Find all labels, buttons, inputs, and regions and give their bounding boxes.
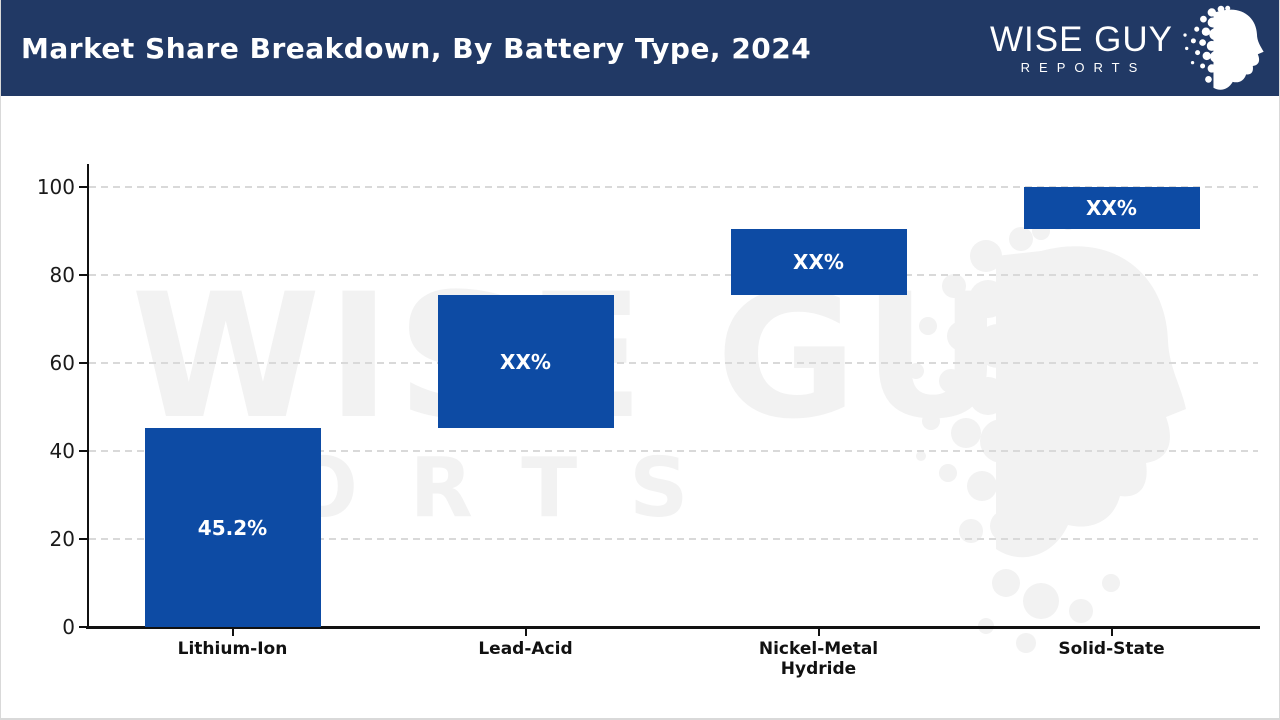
x-category-label: Nickel-Metal Hydride — [758, 639, 879, 679]
gridline-20 — [89, 538, 1258, 540]
x-tick-1 — [524, 629, 527, 636]
page-title: Market Share Breakdown, By Battery Type,… — [21, 31, 812, 65]
y-tick-label-100: 100 — [36, 175, 75, 199]
face-logo-icon — [1183, 5, 1264, 90]
bar-solid-state[interactable]: XX% — [1023, 187, 1200, 229]
y-tick-80 — [79, 274, 87, 276]
y-tick-label-40: 40 — [49, 439, 75, 463]
y-tick-20 — [79, 538, 87, 540]
watermark-face-icon — [893, 216, 1186, 653]
y-tick-label-0: 0 — [62, 615, 75, 639]
bar-lithium-ion[interactable]: 45.2% — [144, 428, 321, 627]
y-tick-60 — [79, 362, 87, 364]
logo-wordmark-line1: WISE GUY — [989, 19, 1173, 59]
chart-area: WISE GUY PORTS 0 20 40 60 80 100 45.2% — [1, 96, 1279, 718]
gridline-100 — [89, 186, 1258, 188]
x-tick-2 — [817, 629, 820, 636]
y-tick-40 — [79, 450, 87, 452]
bar-value-label: XX% — [1086, 195, 1137, 220]
header-bar: Market Share Breakdown, By Battery Type,… — [1, 0, 1279, 96]
wiseguy-logo: WISE GUY REPORTS — [989, 0, 1279, 96]
x-category-label: Solid-State — [1058, 639, 1165, 659]
x-category-label: Lithium-Ion — [177, 639, 288, 659]
gridline-80 — [89, 274, 1258, 276]
x-axis-line — [86, 626, 1260, 629]
y-axis-line — [87, 164, 89, 629]
y-tick-label-20: 20 — [49, 527, 75, 551]
bar-value-label: 45.2% — [197, 515, 268, 540]
logo-wordmark-line2: REPORTS — [1020, 59, 1147, 75]
bar-value-label: XX% — [793, 250, 844, 275]
bar-lead-acid[interactable]: XX% — [437, 295, 614, 429]
logo-wordmark: WISE GUY REPORTS — [989, 19, 1173, 75]
y-tick-label-60: 60 — [49, 351, 75, 375]
y-tick-label-80: 80 — [49, 263, 75, 287]
y-tick-0 — [79, 626, 87, 628]
x-tick-3 — [1110, 629, 1113, 636]
gridline-40 — [89, 450, 1258, 452]
x-category-label: Lead-Acid — [478, 639, 573, 659]
x-tick-0 — [231, 629, 234, 636]
y-tick-100 — [79, 186, 87, 188]
gridline-60 — [89, 362, 1258, 364]
bar-value-label: XX% — [500, 349, 551, 374]
bar-nickel-metal-hydride[interactable]: XX% — [730, 228, 907, 296]
